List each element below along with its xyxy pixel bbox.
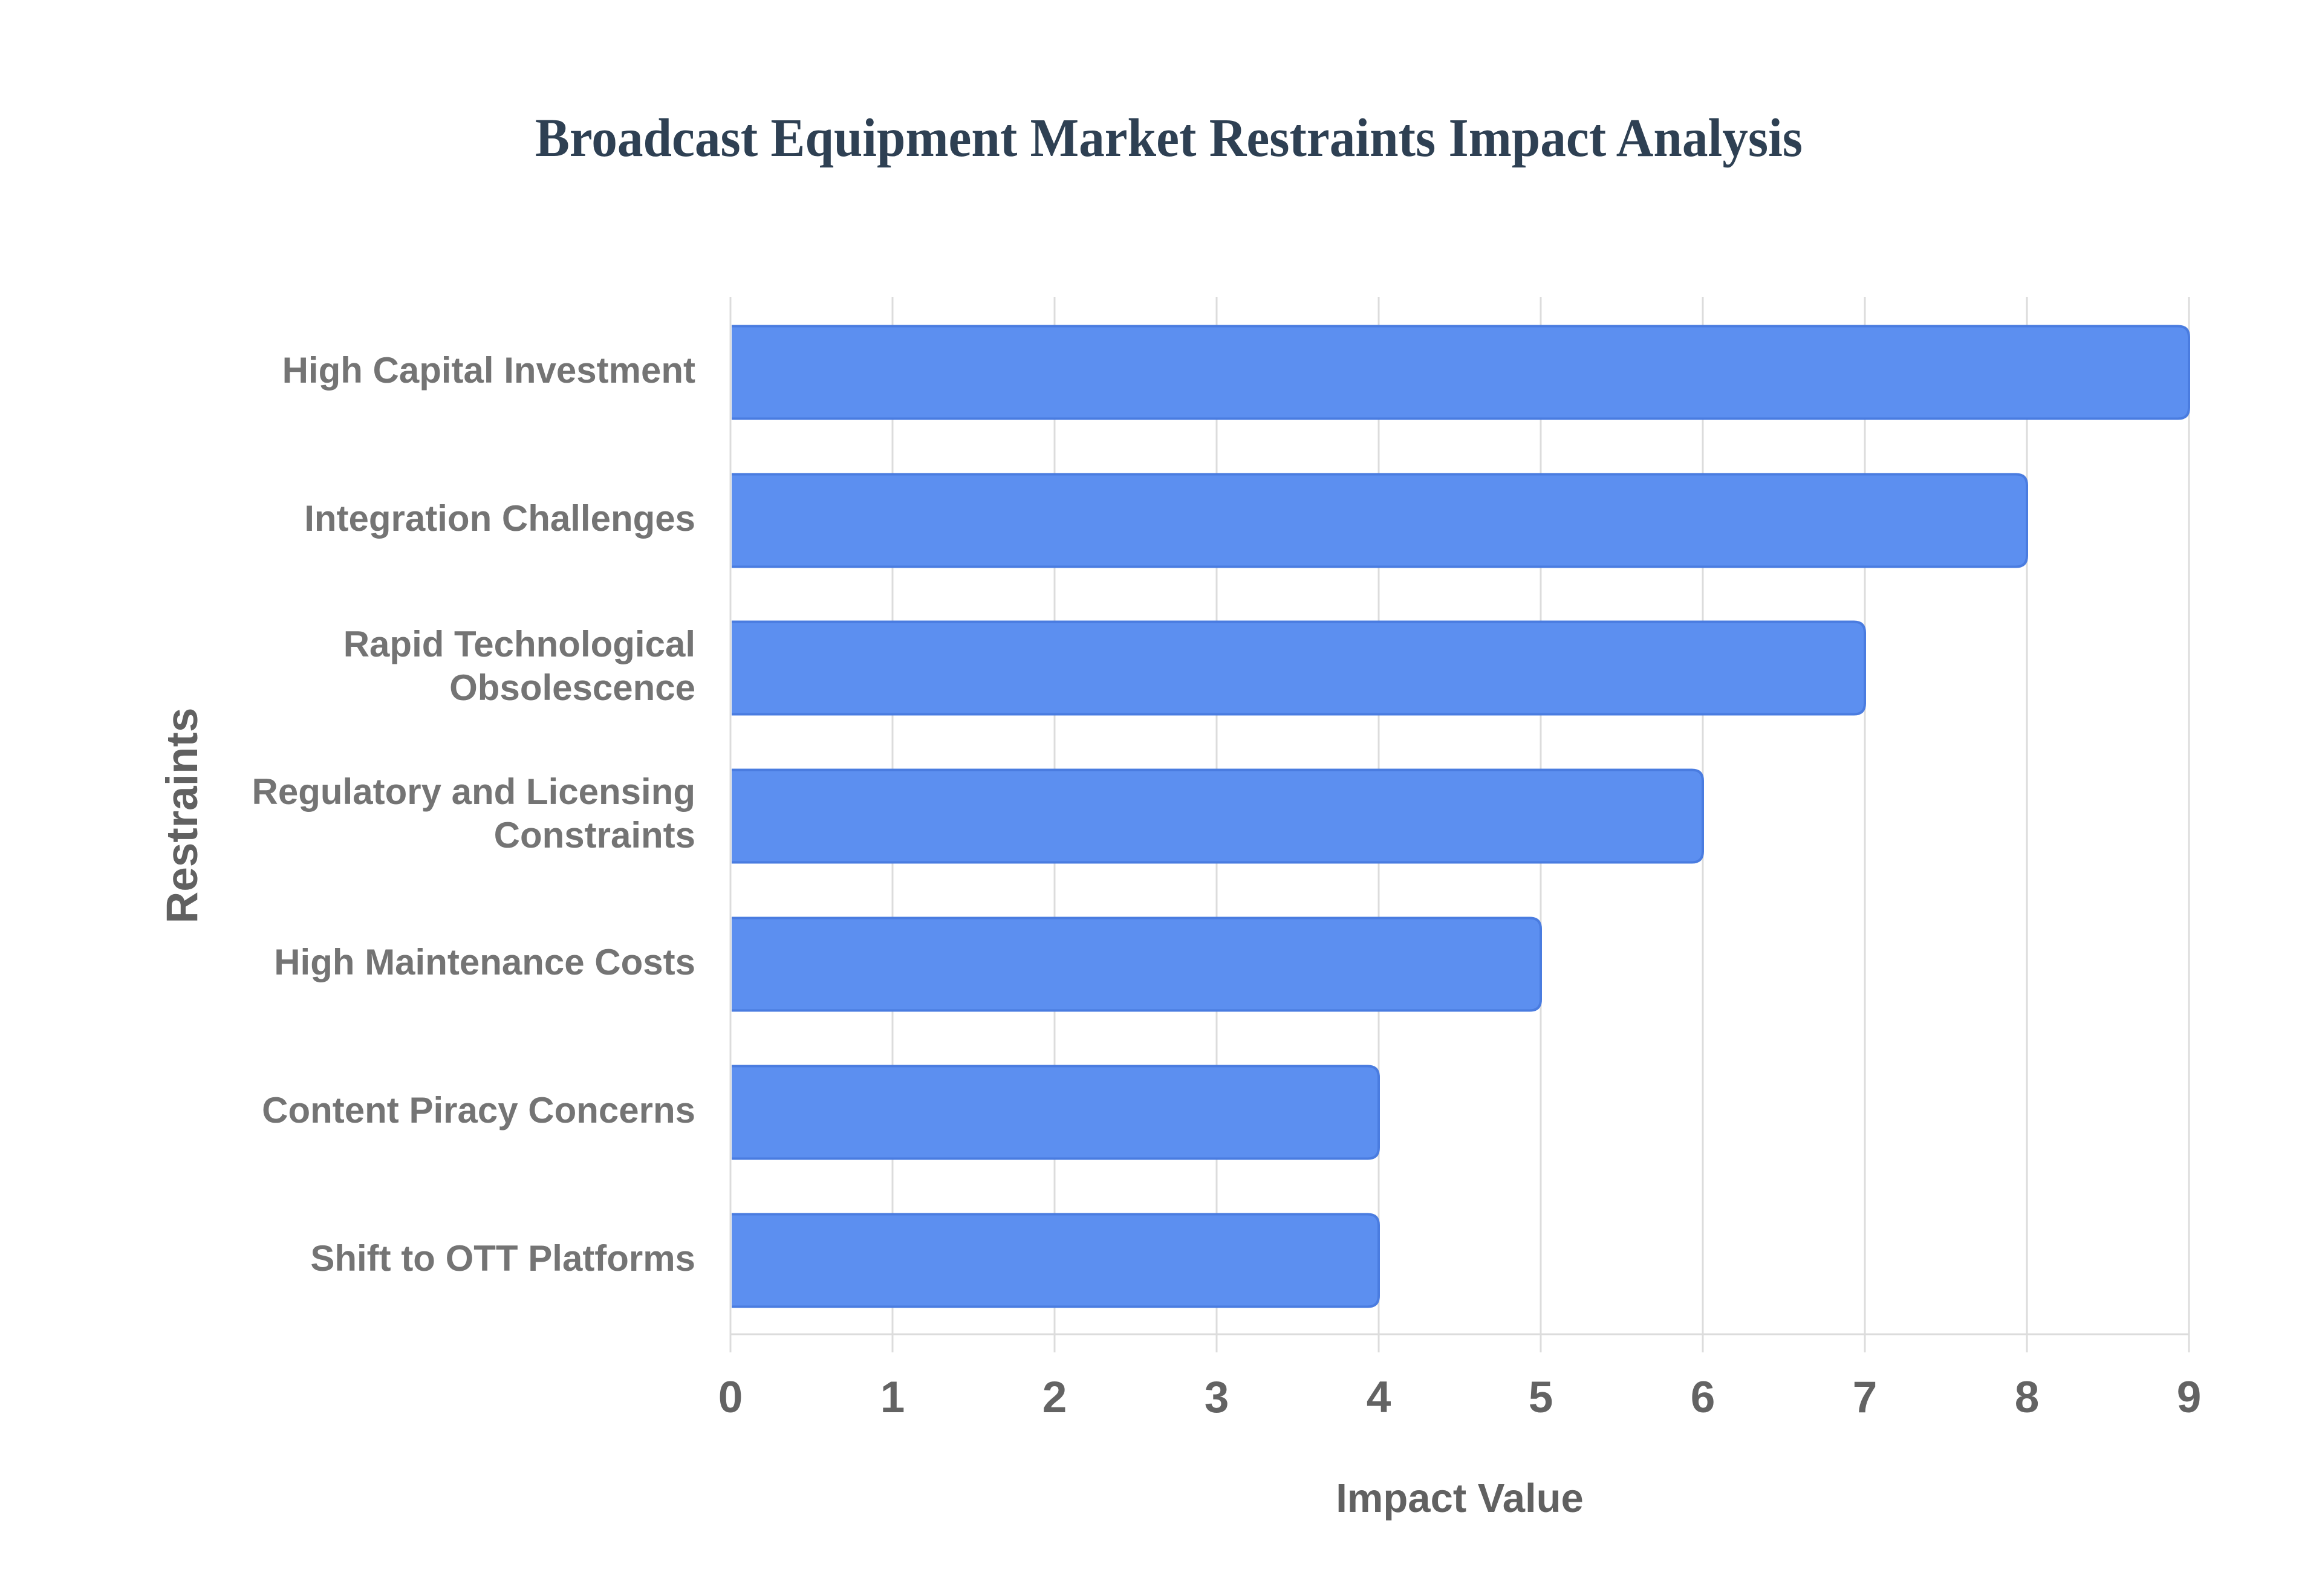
svg-text:7: 7 [1853,1373,1878,1422]
svg-text:4: 4 [1367,1373,1391,1422]
svg-text:Regulatory and Licensing: Regulatory and Licensing [252,771,695,812]
svg-text:2: 2 [1042,1373,1067,1422]
svg-text:1: 1 [880,1373,905,1422]
svg-text:Content Piracy Concerns: Content Piracy Concerns [262,1090,695,1130]
svg-text:Shift to OTT Platforms: Shift to OTT Platforms [310,1238,695,1279]
svg-text:9: 9 [2177,1373,2202,1422]
svg-text:3: 3 [1205,1373,1229,1422]
svg-text:High Capital Investment: High Capital Investment [282,350,695,391]
svg-text:High Maintenance Costs: High Maintenance Costs [274,942,695,982]
svg-text:Broadcast Equipment Market Res: Broadcast Equipment Market Restraints Im… [535,108,1803,168]
svg-text:Rapid Technological: Rapid Technological [343,624,695,664]
svg-text:0: 0 [718,1373,743,1422]
svg-text:5: 5 [1529,1373,1553,1422]
svg-text:8: 8 [2015,1373,2040,1422]
svg-text:6: 6 [1691,1373,1715,1422]
svg-text:Obsolescence: Obsolescence [449,667,695,708]
svg-text:Restraints: Restraints [158,707,207,923]
svg-text:Impact Value: Impact Value [1336,1476,1584,1521]
svg-text:Integration Challenges: Integration Challenges [304,498,695,539]
svg-text:Constraints: Constraints [494,815,695,855]
